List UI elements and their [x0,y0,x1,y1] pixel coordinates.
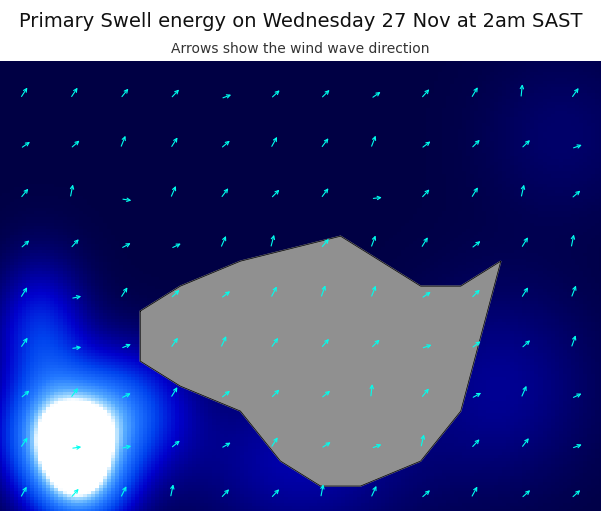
Text: Primary Swell energy on Wednesday 27 Nov at 2am SAST: Primary Swell energy on Wednesday 27 Nov… [19,12,582,31]
Text: Arrows show the wind wave direction: Arrows show the wind wave direction [171,42,430,56]
Polygon shape [140,236,501,486]
